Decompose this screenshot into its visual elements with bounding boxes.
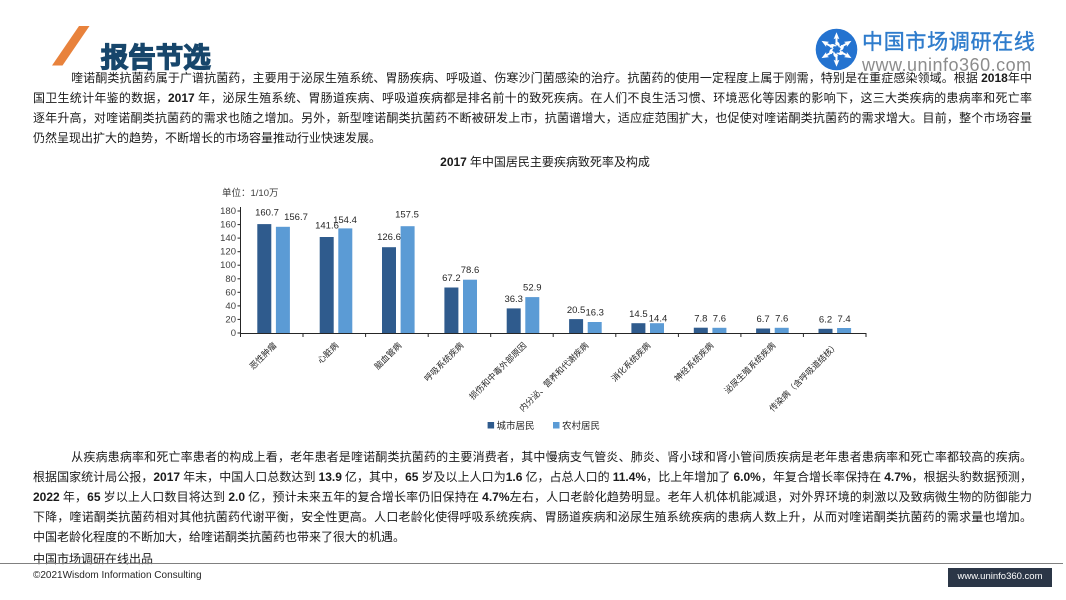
svg-text:40: 40: [225, 301, 236, 312]
svg-text:157.5: 157.5: [395, 210, 419, 221]
svg-text:141.6: 141.6: [315, 221, 339, 232]
svg-text:180: 180: [220, 206, 236, 217]
svg-text:126.6: 126.6: [377, 232, 401, 243]
svg-text:泌尿生殖系统疾病: 泌尿生殖系统疾病: [722, 340, 778, 396]
svg-text:160: 160: [220, 220, 236, 231]
svg-text:120: 120: [220, 247, 236, 258]
svg-text:0: 0: [231, 328, 236, 339]
svg-text:160.7: 160.7: [255, 208, 279, 219]
svg-text:6.7: 6.7: [756, 314, 769, 325]
svg-text:呼吸系统疾病: 呼吸系统疾病: [422, 340, 465, 383]
svg-text:单位：1/10万: 单位：1/10万: [222, 187, 279, 199]
svg-text:消化系统疾病: 消化系统疾病: [609, 340, 652, 383]
svg-text:20: 20: [225, 314, 236, 325]
svg-text:80: 80: [225, 274, 236, 285]
svg-text:传染病（含呼吸道结核）: 传染病（含呼吸道结核）: [767, 340, 840, 413]
svg-text:神经系统疾病: 神经系统疾病: [672, 340, 715, 383]
svg-text:78.6: 78.6: [461, 265, 480, 276]
svg-text:36.3: 36.3: [504, 294, 523, 305]
svg-text:100: 100: [220, 260, 236, 271]
svg-text:67.2: 67.2: [442, 273, 461, 284]
svg-text:心脏病: 心脏病: [315, 340, 340, 365]
svg-text:14.4: 14.4: [649, 314, 668, 325]
svg-text:7.4: 7.4: [837, 314, 850, 325]
svg-text:7.8: 7.8: [694, 314, 707, 325]
svg-text:脑血管病: 脑血管病: [372, 340, 403, 371]
svg-text:损伤和中毒外部原因: 损伤和中毒外部原因: [467, 340, 528, 401]
svg-text:156.7: 156.7: [284, 212, 308, 223]
svg-text:140: 140: [220, 233, 236, 244]
svg-text:农村居民: 农村居民: [562, 420, 600, 432]
svg-text:154.4: 154.4: [333, 215, 357, 226]
svg-text:7.6: 7.6: [775, 314, 788, 325]
svg-text:7.6: 7.6: [713, 314, 726, 325]
svg-text:60: 60: [225, 287, 236, 298]
svg-text:6.2: 6.2: [819, 315, 832, 326]
svg-text:内分泌、营养和代谢疾病: 内分泌、营养和代谢疾病: [517, 340, 591, 414]
svg-text:恶性肿瘤: 恶性肿瘤: [247, 340, 278, 371]
svg-text:20.5: 20.5: [567, 305, 586, 316]
svg-text:14.5: 14.5: [629, 309, 648, 320]
svg-text:16.3: 16.3: [585, 308, 604, 319]
svg-text:52.9: 52.9: [523, 283, 542, 294]
svg-text:城市居民: 城市居民: [497, 420, 535, 432]
